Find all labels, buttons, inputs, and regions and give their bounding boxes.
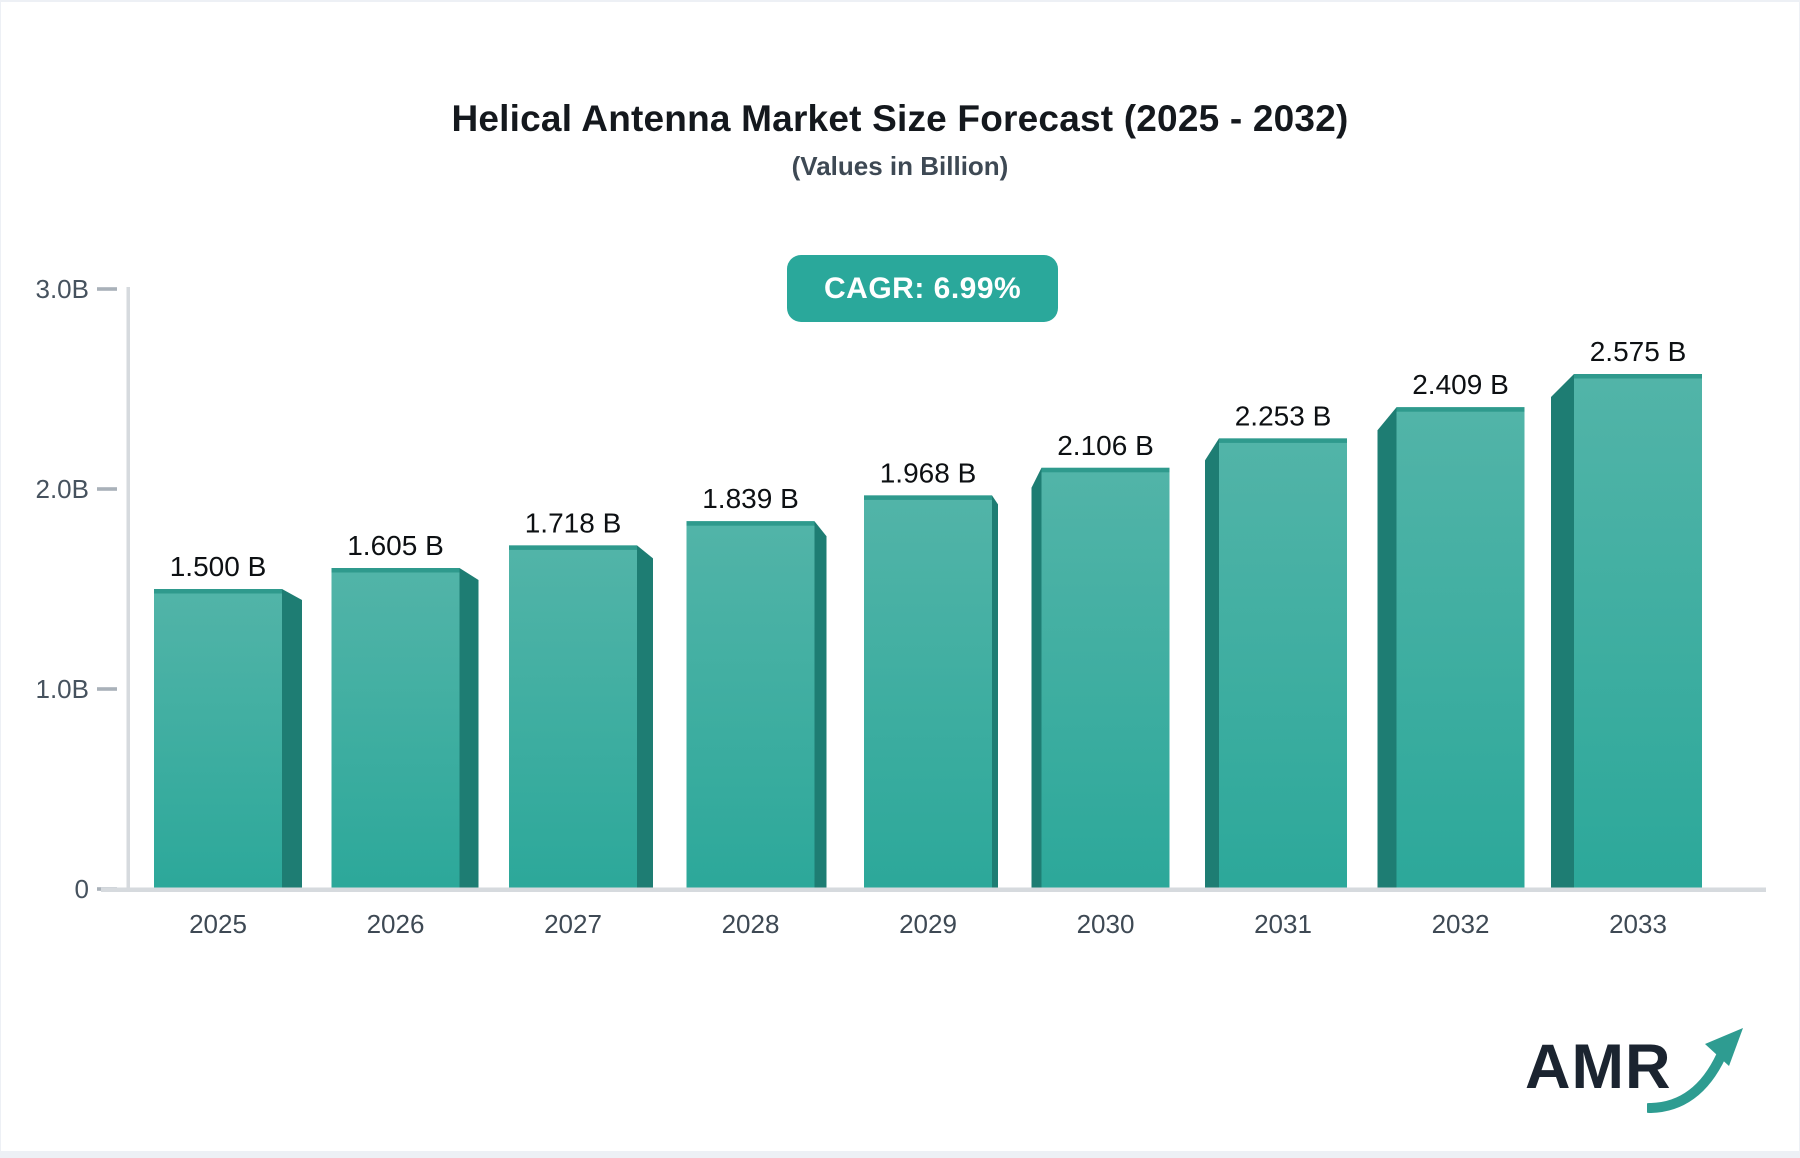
y-axis-tick-mark [97, 487, 117, 491]
bar-value-label: 1.605 B [347, 530, 444, 561]
bar-2025: 1.500 B 2025 [154, 551, 302, 939]
bar-side-face [1031, 467, 1042, 889]
bar-2033: 2.575 B 2033 [1551, 336, 1702, 939]
x-axis-tick-label: 2028 [722, 909, 780, 939]
y-axis-line [126, 287, 130, 891]
bar-side-face [1377, 407, 1397, 889]
bar-top-edge [1574, 374, 1702, 379]
y-axis-tick-label: 2.0B [36, 474, 90, 504]
bar-top-edge [1396, 407, 1525, 412]
chart-subtitle: (Values in Billion) [791, 151, 1009, 181]
chart-title: Helical Antenna Market Size Forecast (20… [451, 98, 1349, 139]
cagr-badge: CAGR: 6.99% [787, 255, 1059, 322]
bar-front-face [1396, 407, 1525, 889]
bar-side-face [1205, 438, 1219, 889]
bar-value-label: 1.839 B [702, 483, 799, 514]
bar-front-face [686, 521, 815, 889]
bar-value-label: 1.718 B [525, 507, 622, 538]
bar-front-face [154, 589, 282, 889]
bar-side-face [1551, 374, 1574, 889]
bar-side-face [992, 495, 998, 889]
bar-front-face [1574, 374, 1702, 889]
bar-front-face [864, 495, 992, 889]
bar-2031: 2.253 B 2031 [1205, 400, 1347, 939]
trend-up-arrow-icon [1647, 1028, 1744, 1113]
bar-side-face [459, 568, 479, 889]
bar-value-label: 1.968 B [880, 457, 977, 488]
x-axis-tick-label: 2031 [1254, 909, 1312, 939]
x-axis-tick-label: 2029 [899, 909, 957, 939]
amr-logo: AMR [1525, 1028, 1757, 1118]
x-axis-baseline [101, 887, 1766, 892]
x-axis-tick-label: 2033 [1609, 909, 1667, 939]
bar-value-label: 2.575 B [1590, 336, 1687, 367]
bar-2028: 1.839 B 2028 [686, 483, 827, 939]
x-axis-tick-label: 2027 [544, 909, 602, 939]
bar-2026: 1.605 B 2026 [331, 530, 479, 939]
y-axis-tick-mark [97, 287, 117, 291]
bar-2032: 2.409 B 2032 [1377, 369, 1525, 939]
bar-top-edge [509, 545, 637, 550]
y-axis-tick-label: 3.0B [36, 274, 90, 304]
amr-logo-text: AMR [1525, 1032, 1672, 1102]
bar-value-label: 1.500 B [170, 551, 267, 582]
bar-front-face [1219, 438, 1347, 889]
bar-top-edge [686, 521, 815, 526]
bar-side-face [637, 545, 653, 889]
y-axis-tick-label: 0 [75, 874, 89, 904]
bar-top-edge [864, 495, 992, 500]
bar-top-edge [1041, 467, 1170, 473]
y-axis-tick-mark [97, 687, 117, 691]
bar-top-edge [154, 589, 282, 594]
bar-top-edge [331, 568, 460, 573]
bar-value-label: 2.253 B [1235, 400, 1332, 431]
y-axis-tick-label: 1.0B [36, 674, 90, 704]
bar-value-label: 2.409 B [1412, 369, 1509, 400]
bar-front-face [1041, 467, 1170, 889]
bar-side-face [814, 521, 827, 889]
bar-2027: 1.718 B 2027 [509, 507, 653, 939]
bar-side-face [282, 589, 302, 889]
x-axis-tick-label: 2030 [1077, 909, 1135, 939]
bar-2029: 1.968 B 2029 [864, 457, 998, 939]
bar-front-face [509, 545, 637, 889]
bar-top-edge [1219, 438, 1347, 443]
bar-value-label: 2.106 B [1057, 430, 1154, 461]
x-axis-tick-label: 2032 [1432, 909, 1490, 939]
x-axis-tick-label: 2025 [189, 909, 247, 939]
bar-front-face [331, 568, 460, 889]
x-axis-tick-label: 2026 [367, 909, 425, 939]
bar-2030: 2.106 B 2030 [1031, 430, 1170, 939]
